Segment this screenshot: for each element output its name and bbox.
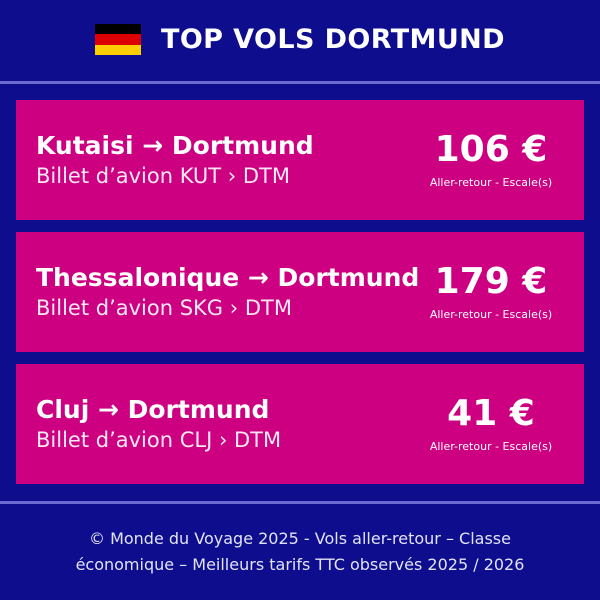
footer-divider [0, 501, 600, 504]
flag-band-red [95, 34, 142, 45]
route-title: Kutaisi → Dortmund [36, 130, 314, 160]
route-title: Thessalonique → Dortmund [36, 262, 420, 292]
footer-line-2: économique – Meilleurs tarifs TTC observ… [75, 555, 525, 574]
page-title: TOP VOLS DORTMUND [161, 24, 505, 55]
fare-note: Aller-retour - Escale(s) [429, 439, 553, 453]
ticket-line: Billet d’avion CLJ › DTM [36, 427, 282, 452]
route-title: Cluj → Dortmund [36, 394, 270, 424]
fare-note: Aller-retour - Escale(s) [429, 175, 553, 189]
flight-deal-card[interactable]: Thessalonique → Dortmund Billet d’avion … [16, 232, 584, 352]
header-divider [0, 81, 600, 84]
deal-details: Cluj → Dortmund Billet d’avion CLJ › DTM [36, 394, 406, 452]
poster-footer: © Monde du Voyage 2025 - Vols aller-reto… [0, 504, 600, 600]
price-value: 179 € [434, 261, 548, 302]
ticket-line: Billet d’avion SKG › DTM [36, 295, 292, 320]
footer-text: © Monde du Voyage 2025 - Vols aller-reto… [76, 526, 525, 579]
deal-details: Kutaisi → Dortmund Billet d’avion KUT › … [36, 130, 406, 188]
deal-details: Thessalonique → Dortmund Billet d’avion … [36, 262, 420, 320]
price-value: 106 € [434, 129, 548, 170]
flight-deal-card[interactable]: Kutaisi → Dortmund Billet d’avion KUT › … [16, 100, 584, 220]
fare-note: Aller-retour - Escale(s) [429, 307, 553, 321]
flight-deal-card[interactable]: Cluj → Dortmund Billet d’avion CLJ › DTM… [16, 364, 584, 484]
ticket-line: Billet d’avion KUT › DTM [36, 163, 290, 188]
poster-header: TOP VOLS DORTMUND [0, 0, 600, 81]
flight-deal-list: Kutaisi → Dortmund Billet d’avion KUT › … [0, 84, 600, 501]
price-value: 41 € [447, 393, 535, 434]
price-block: 179 € Aller-retour - Escale(s) [406, 263, 566, 321]
flag-band-gold [95, 44, 142, 56]
price-block: 106 € Aller-retour - Escale(s) [406, 131, 566, 189]
flag-band-black [95, 23, 142, 35]
german-flag-icon [95, 23, 142, 56]
price-block: 41 € Aller-retour - Escale(s) [406, 395, 566, 453]
footer-line-1: © Monde du Voyage 2025 - Vols aller-reto… [88, 528, 511, 548]
